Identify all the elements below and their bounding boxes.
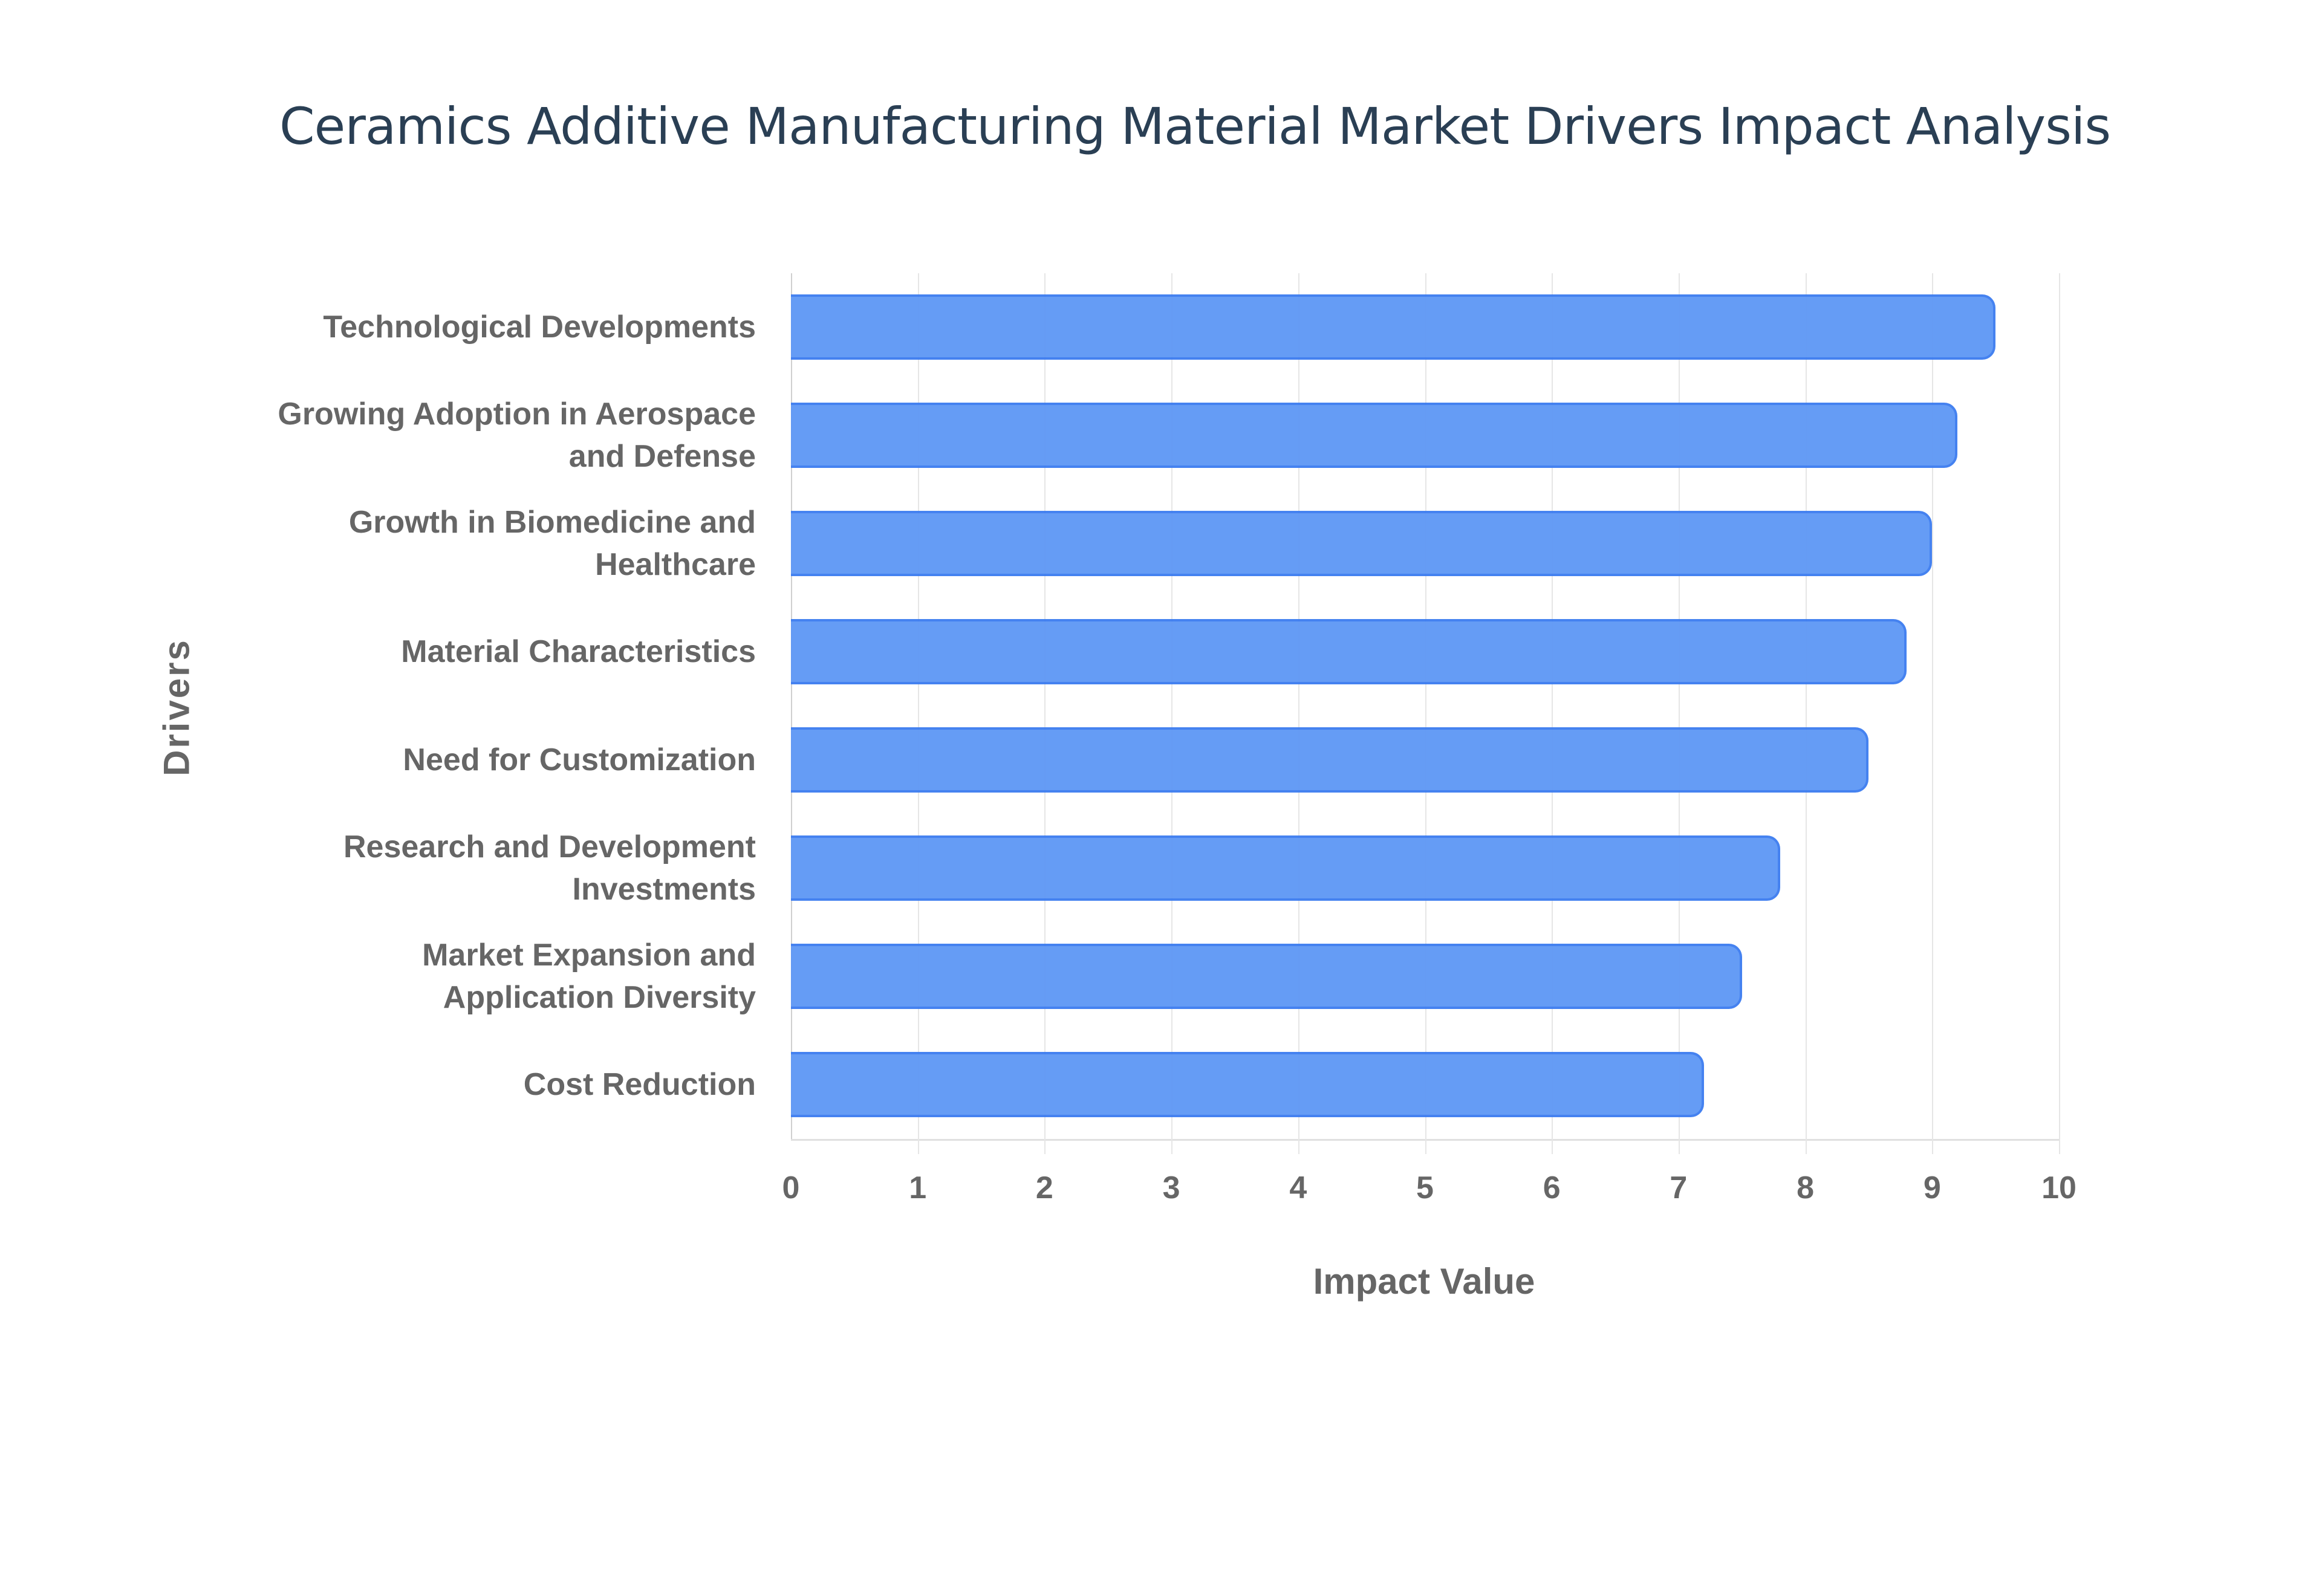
y-axis-label: Growth in Biomedicine and Healthcare xyxy=(151,501,756,586)
bar[interactable] xyxy=(791,619,1907,684)
y-axis-label-line: Cost Reduction xyxy=(523,1067,756,1102)
y-axis-label: Need for Customization xyxy=(151,739,756,781)
gridline xyxy=(1552,273,1553,1154)
x-tick-label: 2 xyxy=(1035,1170,1053,1205)
y-axis-label-line: Growth in Biomedicine and xyxy=(348,505,756,540)
y-axis-label: Research and Development Investments xyxy=(151,826,756,910)
bar[interactable] xyxy=(791,944,1742,1009)
y-axis-label-line: Investments xyxy=(572,872,756,907)
x-tick-label: 3 xyxy=(1162,1170,1180,1205)
y-axis-label-line: Technological Developments xyxy=(323,310,756,345)
x-tick-label: 6 xyxy=(1543,1170,1561,1205)
bar[interactable] xyxy=(791,511,1933,576)
bar[interactable] xyxy=(791,727,1869,793)
y-axis-label-line: Material Characteristics xyxy=(401,634,756,669)
plot-area xyxy=(791,273,2060,1154)
bar[interactable] xyxy=(791,1052,1704,1117)
y-axis-line xyxy=(791,273,792,1141)
x-tick-label: 8 xyxy=(1797,1170,1815,1205)
gridline xyxy=(1298,273,1299,1154)
x-tick-label: 10 xyxy=(2041,1170,2076,1205)
bar[interactable] xyxy=(791,835,1780,901)
gridline xyxy=(917,273,919,1154)
y-axis-label: Cost Reduction xyxy=(151,1063,756,1106)
y-axis-label: Technological Developments xyxy=(151,306,756,348)
y-axis-label: Growing Adoption in Aerospace and Defense xyxy=(151,393,756,478)
x-axis-title: Impact Value xyxy=(1313,1261,1535,1302)
x-tick-label: 5 xyxy=(1416,1170,1434,1205)
y-axis-label-line: Need for Customization xyxy=(403,742,756,777)
gridline xyxy=(1044,273,1046,1154)
y-axis-label-line: and Defense xyxy=(568,439,756,474)
y-axis-label: Material Characteristics xyxy=(151,631,756,673)
bar[interactable] xyxy=(791,294,1996,360)
gridline xyxy=(1425,273,1426,1154)
y-axis-label-line: Research and Development xyxy=(343,829,756,864)
gridline xyxy=(1678,273,1680,1154)
y-axis-label-line: Growing Adoption in Aerospace xyxy=(278,397,756,432)
y-axis-label: Market Expansion and Application Diversit… xyxy=(151,934,756,1019)
gridline xyxy=(1171,273,1173,1154)
gridline xyxy=(1805,273,1807,1154)
y-axis-label-line: Market Expansion and xyxy=(422,938,756,973)
gridline xyxy=(2059,273,2060,1154)
x-tick-label: 7 xyxy=(1670,1170,1688,1205)
y-axis-label-line: Application Diversity xyxy=(443,980,756,1015)
x-tick-label: 9 xyxy=(1923,1170,1941,1205)
bar[interactable] xyxy=(791,403,1958,468)
x-tick-label: 0 xyxy=(782,1170,800,1205)
chart-title: Ceramics Additive Manufacturing Material… xyxy=(279,97,2111,156)
y-axis-label-line: Healthcare xyxy=(595,547,756,582)
x-tick-label: 1 xyxy=(909,1170,927,1205)
gridline xyxy=(1932,273,1934,1154)
x-tick-label: 4 xyxy=(1289,1170,1307,1205)
